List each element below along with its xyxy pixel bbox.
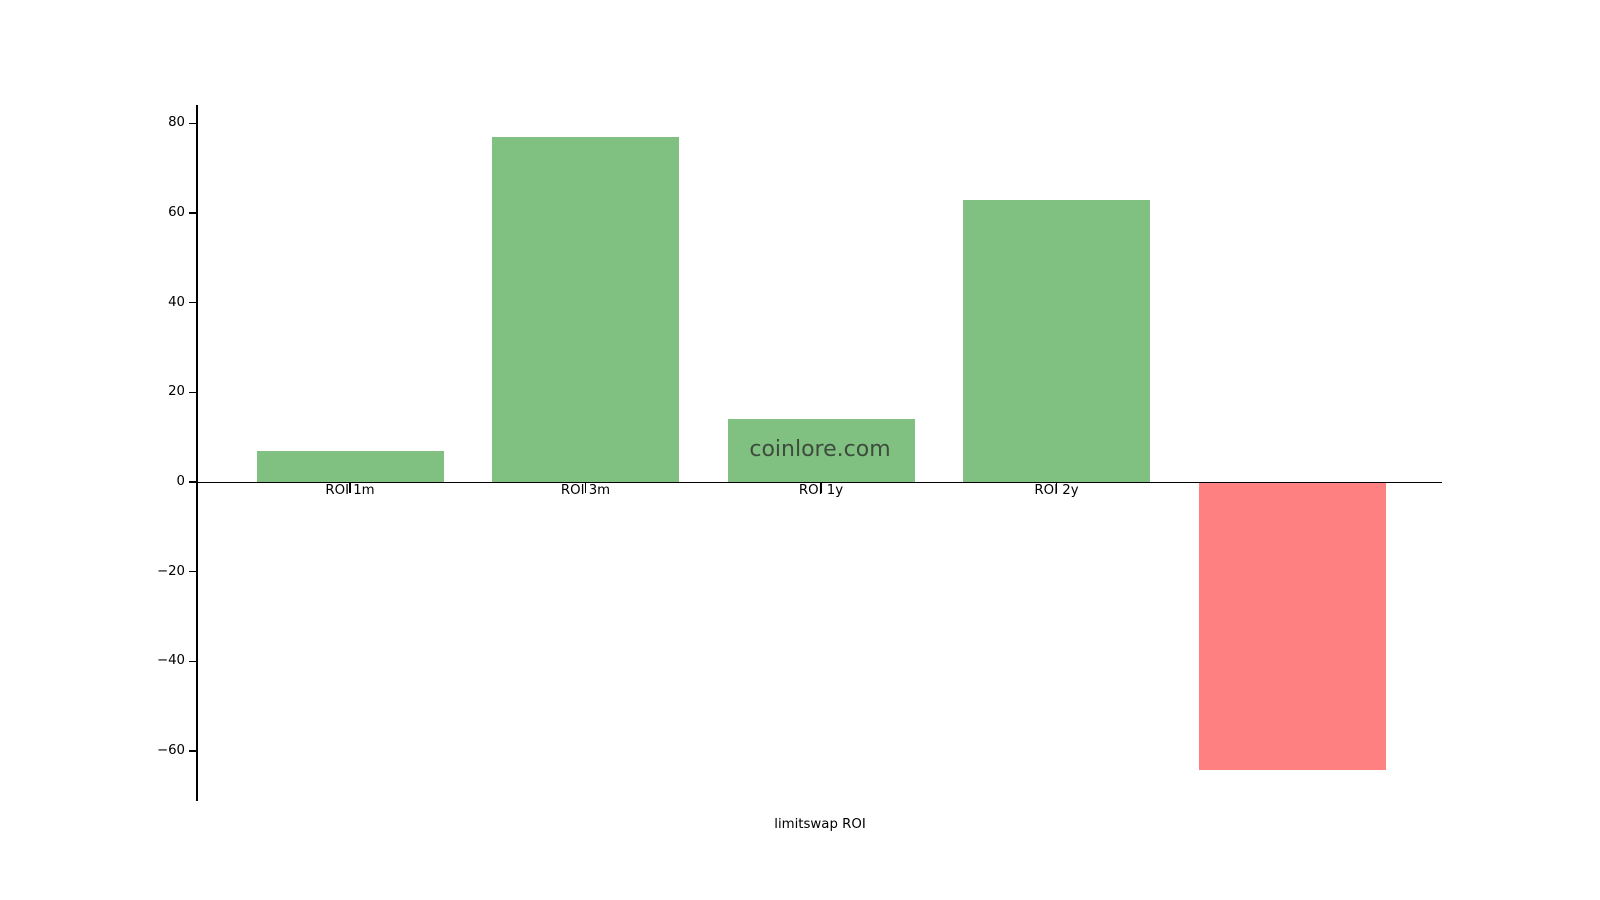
y-tick-label: 0 bbox=[176, 474, 185, 489]
y-tick-mark bbox=[189, 660, 196, 663]
y-tick-mark bbox=[189, 122, 196, 125]
y-tick-mark bbox=[189, 481, 196, 483]
bar-roi-3m bbox=[492, 136, 679, 482]
x-tick-mark bbox=[584, 482, 587, 493]
y-tick-mark bbox=[189, 391, 196, 394]
y-tick-label: 40 bbox=[168, 294, 185, 310]
x-tick-label: ROI 1y bbox=[798, 483, 844, 498]
x-tick-mark bbox=[1055, 482, 1058, 493]
x-tick-label: ROI 2y bbox=[1034, 483, 1079, 498]
watermark-text: coinlore.com bbox=[749, 437, 891, 462]
bar-roi-1m bbox=[256, 450, 444, 482]
y-tick-label: 20 bbox=[168, 384, 185, 400]
x-axis-line bbox=[196, 481, 1442, 483]
x-axis-title: limitswap ROI bbox=[774, 817, 866, 832]
x-tick-mark bbox=[349, 482, 351, 493]
y-tick-label: −40 bbox=[156, 653, 185, 669]
y-tick-mark bbox=[189, 212, 196, 214]
y-tick-label: −60 bbox=[156, 742, 185, 758]
x-tick-mark bbox=[820, 482, 822, 493]
y-tick-mark bbox=[189, 750, 196, 752]
x-tick-label: ROI 3m bbox=[560, 483, 611, 498]
y-tick-label: 80 bbox=[168, 115, 185, 131]
bar-unlabeled-5 bbox=[1198, 483, 1386, 770]
y-tick-label: 60 bbox=[168, 205, 185, 221]
y-axis-line bbox=[196, 105, 198, 801]
x-tick-label: ROI 1m bbox=[325, 483, 375, 498]
bar-roi-1y bbox=[727, 419, 915, 482]
y-tick-mark bbox=[189, 570, 196, 573]
y-tick-mark bbox=[189, 301, 196, 304]
bar-roi-2y bbox=[963, 199, 1150, 482]
y-tick-label: −20 bbox=[156, 563, 185, 579]
